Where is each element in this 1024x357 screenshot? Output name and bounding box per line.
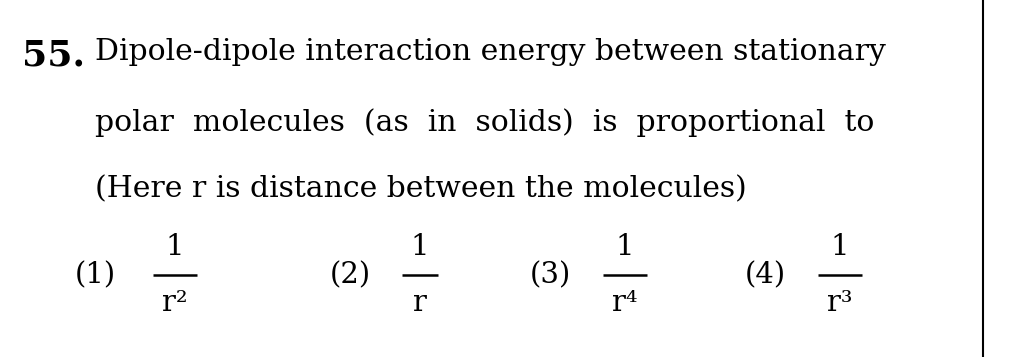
- Text: 1: 1: [166, 233, 184, 261]
- Text: (1): (1): [75, 261, 116, 289]
- Text: r³: r³: [827, 289, 853, 317]
- Text: 55.: 55.: [22, 38, 85, 72]
- Text: r⁴: r⁴: [612, 289, 638, 317]
- Text: 1: 1: [615, 233, 634, 261]
- Text: 1: 1: [411, 233, 429, 261]
- Text: (2): (2): [330, 261, 371, 289]
- Text: (4): (4): [745, 261, 786, 289]
- Text: r²: r²: [162, 289, 187, 317]
- Text: (3): (3): [530, 261, 571, 289]
- Text: r: r: [413, 289, 427, 317]
- Text: polar  molecules  (as  in  solids)  is  proportional  to: polar molecules (as in solids) is propor…: [95, 108, 874, 137]
- Text: (Here r is distance between the molecules): (Here r is distance between the molecule…: [95, 175, 746, 203]
- Text: 1: 1: [830, 233, 849, 261]
- Text: Dipole-dipole interaction energy between stationary: Dipole-dipole interaction energy between…: [95, 38, 886, 66]
